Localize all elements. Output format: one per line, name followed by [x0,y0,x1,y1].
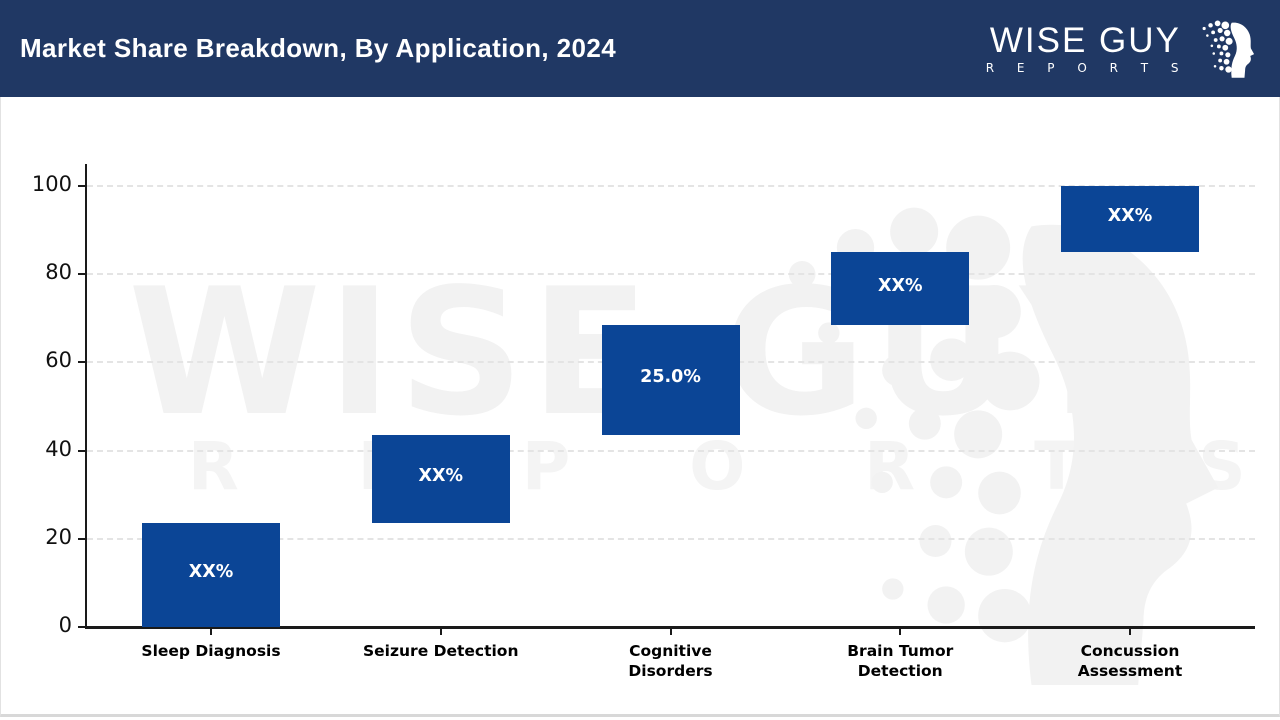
logo-head-icon [1202,20,1255,78]
gridline [87,449,1255,452]
y-tick-label: 20 [45,524,72,549]
bar [601,324,740,436]
y-tick-label: 40 [45,436,72,461]
y-tick-label: 0 [58,613,72,637]
page-title: Market Share Breakdown, By Application, … [20,33,617,63]
wise-guy-logo: WISE GUY R E P O R T S [983,7,1256,91]
y-axis [85,164,87,627]
bar-value-label: XX% [877,275,923,296]
x-tick-mark [210,628,212,635]
gridline [87,185,1255,187]
bar-value-label: XX% [188,562,234,583]
y-tick-label: 80 [45,260,72,285]
y-tick-mark [78,537,87,540]
logo-subtitle: R E P O R T S [985,61,1188,75]
x-tick-mark [669,628,672,635]
logo-text: WISE GUY R E P O R T S [983,23,1188,74]
bar-value-label: XX% [1107,206,1153,227]
gridline [87,537,1255,540]
gridline [87,273,1255,276]
bar [142,523,280,627]
category-label: Sleep Diagnosis [141,642,281,660]
x-axis [85,626,1255,629]
y-tick-mark [78,449,87,452]
x-tick-mark [439,628,442,635]
bar-value-label: 25.0% [640,367,701,388]
bar [1061,186,1199,253]
bar [371,435,510,524]
category-label: Seizure Detection [363,642,519,660]
y-tick-mark [78,626,87,628]
category-label: Concussion Assessment [1077,642,1183,680]
y-tick-mark [78,185,87,187]
bar-value-label: XX% [418,466,464,487]
logo-wordmark: WISE GUY [989,21,1181,60]
header-bar: Market Share Breakdown, By Application, … [0,0,1280,97]
y-tick-label: 60 [45,348,72,373]
x-tick-mark [1129,628,1131,635]
y-tick-mark [78,273,87,276]
bar [831,252,970,325]
y-tick-label: 100 [31,172,72,196]
x-tick-mark [899,628,902,635]
category-label: Cognitive Disorders [628,642,713,680]
y-tick-mark [78,361,87,364]
category-label: Brain Tumor Detection [847,642,954,680]
